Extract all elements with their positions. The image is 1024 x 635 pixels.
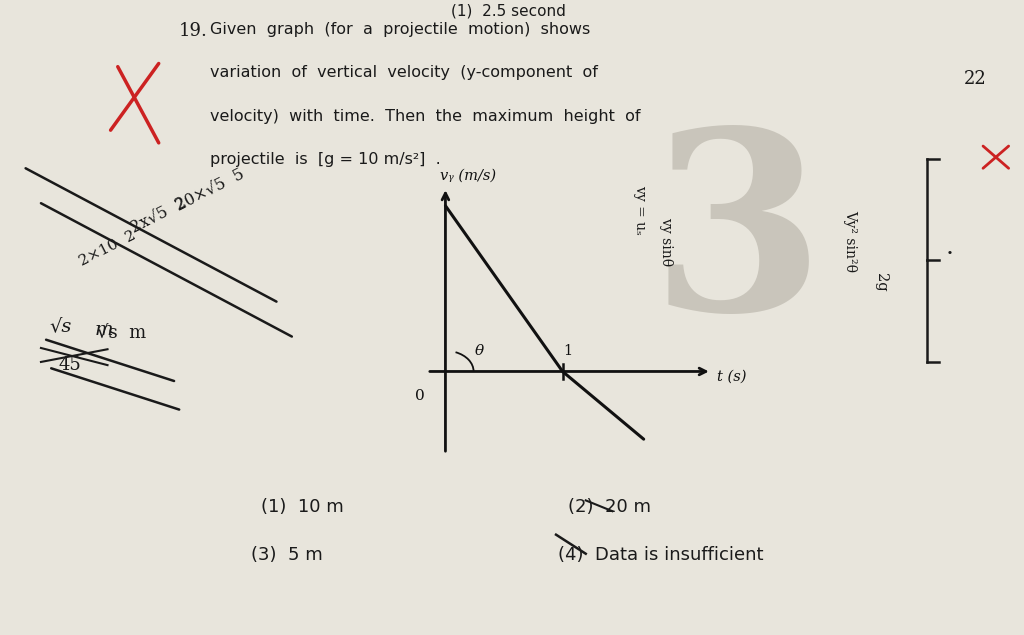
Text: Vy² sin²θ: Vy² sin²θ [843,210,857,272]
Text: variation  of  vertical  velocity  (y-component  of: variation of vertical velocity (y-compon… [210,65,598,81]
Text: m: m [94,321,113,338]
Text: θ: θ [475,344,483,358]
Text: 2x√5  2: 2x√5 2 [128,194,189,236]
Text: 2g: 2g [873,273,888,292]
Text: t (s): t (s) [717,370,746,384]
Text: .: . [945,236,953,259]
Text: 2×10  2: 2×10 2 [77,229,138,269]
Text: 0: 0 [415,389,425,403]
Text: (3)  5 m: (3) 5 m [251,546,323,564]
Text: 19.: 19. [179,22,208,40]
Text: (2)  20 m: (2) 20 m [568,498,651,516]
Text: 20×√5  5: 20×√5 5 [173,165,247,214]
Text: √s  m: √s m [97,324,146,342]
Text: vᵧ (m/s): vᵧ (m/s) [440,168,497,182]
Text: (1)  10 m: (1) 10 m [261,498,344,516]
Text: Given  graph  (for  a  projectile  motion)  shows: Given graph (for a projectile motion) sh… [210,22,590,37]
Text: projectile  is  [g = 10 m/s²]  .: projectile is [g = 10 m/s²] . [210,152,440,168]
Text: vy = uₛ: vy = uₛ [633,185,647,234]
Text: velocity)  with  time.  Then  the  maximum  height  of: velocity) with time. Then the maximum he… [210,109,640,124]
Text: vy sinθ: vy sinθ [658,217,673,266]
Text: 22: 22 [964,70,986,88]
Text: 1: 1 [563,344,572,358]
Text: (1)  2.5 second: (1) 2.5 second [451,3,565,18]
Text: (4)  Data is insufficient: (4) Data is insufficient [558,546,764,564]
Text: 3: 3 [650,120,824,363]
Text: 45: 45 [58,356,81,373]
Text: √s: √s [49,318,72,335]
